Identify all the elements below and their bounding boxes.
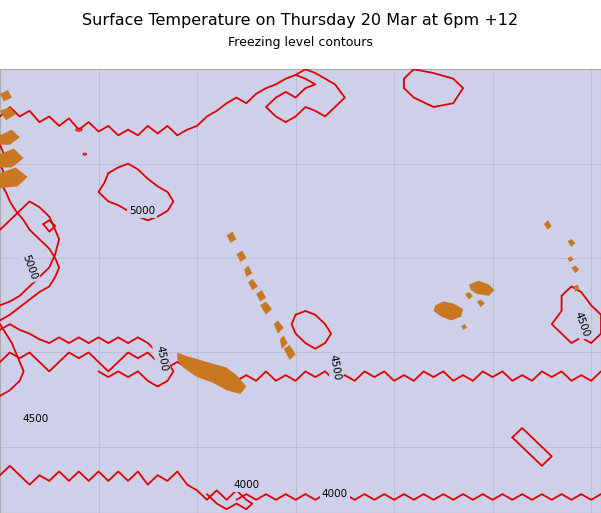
Text: 5000: 5000 bbox=[20, 253, 38, 282]
Polygon shape bbox=[567, 239, 575, 247]
Text: 4000: 4000 bbox=[322, 489, 348, 499]
Polygon shape bbox=[477, 300, 485, 307]
Text: 4500: 4500 bbox=[154, 344, 169, 372]
Polygon shape bbox=[469, 281, 495, 296]
Polygon shape bbox=[0, 149, 23, 167]
Text: Surface Temperature on Thursday 20 Mar at 6pm +12: Surface Temperature on Thursday 20 Mar a… bbox=[82, 13, 519, 28]
Text: 4500: 4500 bbox=[22, 413, 49, 424]
Polygon shape bbox=[433, 302, 463, 321]
Polygon shape bbox=[227, 232, 236, 243]
Polygon shape bbox=[280, 336, 288, 349]
Text: 4500: 4500 bbox=[328, 354, 342, 381]
Polygon shape bbox=[177, 352, 246, 394]
Polygon shape bbox=[461, 324, 467, 330]
Text: Freezing level contours: Freezing level contours bbox=[228, 36, 373, 49]
Polygon shape bbox=[0, 130, 20, 145]
Polygon shape bbox=[284, 345, 296, 360]
Polygon shape bbox=[0, 167, 28, 188]
Polygon shape bbox=[274, 321, 284, 333]
Polygon shape bbox=[567, 256, 573, 262]
Polygon shape bbox=[245, 266, 252, 277]
Polygon shape bbox=[0, 90, 12, 102]
Polygon shape bbox=[260, 302, 272, 315]
Polygon shape bbox=[573, 285, 579, 292]
Polygon shape bbox=[236, 250, 246, 262]
Polygon shape bbox=[465, 292, 473, 300]
Polygon shape bbox=[572, 266, 579, 273]
Polygon shape bbox=[248, 279, 258, 290]
Text: 4000: 4000 bbox=[233, 480, 260, 490]
Text: 5000: 5000 bbox=[129, 206, 155, 216]
Polygon shape bbox=[544, 220, 552, 230]
Polygon shape bbox=[0, 107, 16, 120]
Text: 4500: 4500 bbox=[572, 310, 591, 338]
Polygon shape bbox=[256, 290, 266, 302]
